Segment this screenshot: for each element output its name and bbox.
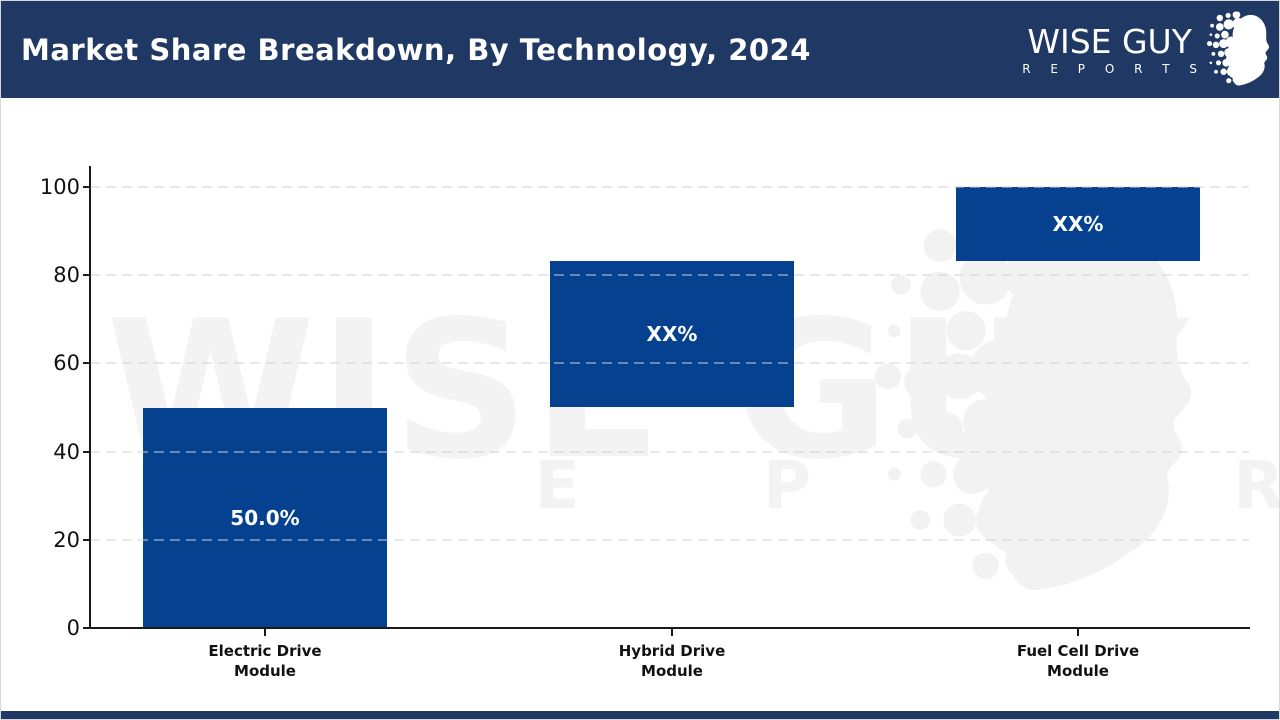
page-title: Market Share Breakdown, By Technology, 2… (21, 32, 811, 67)
gridline (90, 538, 1249, 541)
gridline (90, 450, 1249, 453)
bar-value-label: 50.0% (230, 505, 300, 530)
x-axis-line (89, 627, 1250, 629)
y-tick-label: 40 (53, 439, 80, 464)
x-tick-mark (1077, 629, 1079, 636)
gridline (90, 186, 1249, 188)
y-tick-mark (83, 274, 90, 277)
x-category-label: Hybrid Drive Module (618, 642, 726, 680)
logo-subtitle: R E P O R T S (1022, 61, 1205, 76)
y-axis-line (89, 166, 91, 629)
bar-segment (956, 187, 1200, 261)
bar-segment (550, 260, 794, 408)
x-tick-mark (264, 629, 266, 636)
x-category-label: Electric Drive Module (208, 642, 322, 680)
y-tick-mark (83, 362, 90, 365)
y-tick-mark (83, 186, 90, 188)
header-band: Market Share Breakdown, By Technology, 2… (1, 1, 1279, 98)
x-tick-mark (671, 629, 673, 636)
gridline (90, 362, 1249, 365)
y-tick-label: 20 (53, 527, 80, 552)
x-category-label: Fuel Cell Drive Module (1016, 642, 1140, 680)
y-tick-label: 100 (39, 175, 80, 199)
bar-segment (143, 407, 387, 628)
y-tick-label: 80 (53, 263, 80, 288)
y-tick-mark (83, 627, 90, 629)
logo-wordmark: WISE GUY (1027, 21, 1192, 61)
footer-band (1, 711, 1279, 719)
dotted-face-icon (1207, 10, 1271, 90)
y-tick-mark (83, 538, 90, 541)
watermark-face-icon (823, 213, 1253, 605)
logo-text: WISE GUY R E P O R T S (1014, 25, 1205, 76)
y-tick-label: 60 (53, 351, 80, 376)
gridline (90, 274, 1249, 277)
bar-value-label: XX% (1052, 211, 1104, 236)
wise-guy-reports-logo: WISE GUY R E P O R T S (1014, 7, 1271, 93)
y-tick-mark (83, 450, 90, 453)
y-tick-label: 0 (66, 616, 80, 640)
bar-value-label: XX% (646, 322, 698, 347)
